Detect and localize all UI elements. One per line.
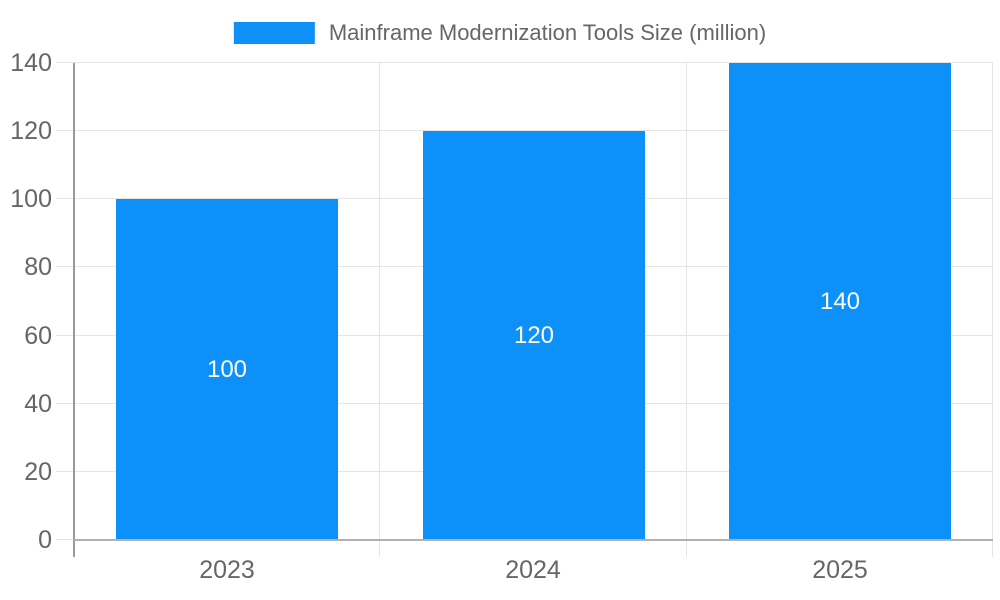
- y-tick-label: 140: [10, 49, 52, 77]
- bar-2024[interactable]: [423, 131, 645, 540]
- y-tick-label: 0: [38, 526, 52, 554]
- y-tick-label: 120: [10, 117, 52, 145]
- y-tick-label: 40: [24, 390, 52, 418]
- y-axis-tick: [56, 403, 74, 404]
- bar-2023[interactable]: [116, 199, 338, 540]
- bar-value-label: 100: [206, 356, 248, 383]
- y-gridline: [74, 130, 993, 131]
- x-gridline: [686, 63, 687, 557]
- x-gridline: [379, 63, 380, 557]
- x-gridline: [992, 63, 993, 557]
- bar-value-label: 140: [819, 288, 861, 315]
- legend-swatch-icon: [233, 22, 315, 44]
- y-axis-line: [73, 63, 75, 557]
- bar-2025[interactable]: [729, 63, 951, 540]
- x-tick-label: 2025: [812, 556, 868, 584]
- bar-value-label: 120: [513, 322, 555, 349]
- x-tick-label: 2024: [505, 556, 561, 584]
- y-tick-label: 20: [24, 458, 52, 486]
- legend-item[interactable]: Mainframe Modernization Tools Size (mill…: [233, 20, 767, 46]
- y-tick-label: 100: [10, 185, 52, 213]
- x-tick-label: 2023: [199, 556, 255, 584]
- y-axis-tick: [56, 62, 74, 63]
- y-axis-tick: [56, 266, 74, 267]
- y-tick-label: 60: [24, 322, 52, 350]
- y-gridline: [74, 62, 993, 63]
- y-axis-tick: [56, 539, 74, 540]
- y-axis-tick: [56, 335, 74, 336]
- x-axis-line: [74, 539, 993, 541]
- y-axis-tick: [56, 198, 74, 199]
- legend-label: Mainframe Modernization Tools Size (mill…: [328, 20, 767, 45]
- y-axis-tick: [56, 471, 74, 472]
- y-axis-tick: [56, 130, 74, 131]
- y-tick-label: 80: [24, 253, 52, 281]
